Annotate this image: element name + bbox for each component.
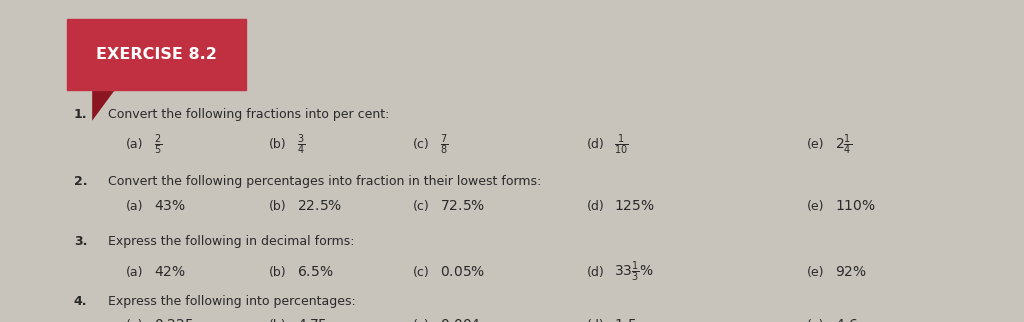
Text: (a): (a): [126, 266, 143, 279]
Text: EXERCISE 8.2: EXERCISE 8.2: [95, 47, 217, 62]
Text: Express the following in decimal forms:: Express the following in decimal forms:: [108, 235, 354, 248]
Text: $2\frac{1}{4}$: $2\frac{1}{4}$: [835, 133, 852, 157]
Text: $0.225$: $0.225$: [154, 318, 194, 322]
Text: $6.5\%$: $6.5\%$: [297, 265, 334, 279]
Text: $110\%$: $110\%$: [835, 199, 876, 213]
Text: $42\%$: $42\%$: [154, 265, 185, 279]
Text: $\frac{3}{4}$: $\frac{3}{4}$: [297, 133, 305, 157]
Text: (d): (d): [587, 138, 604, 151]
Text: $\frac{7}{8}$: $\frac{7}{8}$: [440, 133, 449, 157]
Text: Convert the following fractions into per cent:: Convert the following fractions into per…: [108, 108, 389, 121]
Text: $72.5\%$: $72.5\%$: [440, 199, 485, 213]
Text: Express the following into percentages:: Express the following into percentages:: [108, 295, 355, 308]
Text: (c): (c): [413, 319, 429, 322]
Text: $\frac{1}{10}$: $\frac{1}{10}$: [614, 133, 629, 157]
Polygon shape: [92, 90, 115, 121]
Text: (a): (a): [126, 138, 143, 151]
Text: $\frac{2}{5}$: $\frac{2}{5}$: [154, 133, 162, 157]
Text: (c): (c): [413, 138, 429, 151]
Text: $125\%$: $125\%$: [614, 199, 655, 213]
Text: $0.004$: $0.004$: [440, 318, 481, 322]
Text: (c): (c): [413, 266, 429, 279]
Text: (e): (e): [807, 138, 824, 151]
Text: (b): (b): [269, 200, 287, 213]
Text: 4.: 4.: [74, 295, 87, 308]
Text: 3.: 3.: [74, 235, 87, 248]
Text: (d): (d): [587, 266, 604, 279]
Text: (a): (a): [126, 319, 143, 322]
Text: (b): (b): [269, 138, 287, 151]
Text: $92\%$: $92\%$: [835, 265, 866, 279]
Text: 1.: 1.: [74, 108, 87, 121]
Text: $33\frac{1}{3}\%$: $33\frac{1}{3}\%$: [614, 260, 654, 284]
Text: (e): (e): [807, 319, 824, 322]
Text: $4.75$: $4.75$: [297, 318, 328, 322]
Text: (d): (d): [587, 200, 604, 213]
Text: (e): (e): [807, 266, 824, 279]
Text: (e): (e): [807, 200, 824, 213]
Text: Convert the following percentages into fraction in their lowest forms:: Convert the following percentages into f…: [108, 175, 541, 188]
Text: (b): (b): [269, 319, 287, 322]
Text: $22.5\%$: $22.5\%$: [297, 199, 342, 213]
Text: $1.5$: $1.5$: [614, 318, 637, 322]
Text: (d): (d): [587, 319, 604, 322]
Text: 2.: 2.: [74, 175, 87, 188]
Text: $4.6$: $4.6$: [835, 318, 858, 322]
Text: $43\%$: $43\%$: [154, 199, 185, 213]
FancyBboxPatch shape: [67, 19, 246, 90]
Text: (b): (b): [269, 266, 287, 279]
Text: $0.05\%$: $0.05\%$: [440, 265, 485, 279]
Text: (a): (a): [126, 200, 143, 213]
Text: (c): (c): [413, 200, 429, 213]
